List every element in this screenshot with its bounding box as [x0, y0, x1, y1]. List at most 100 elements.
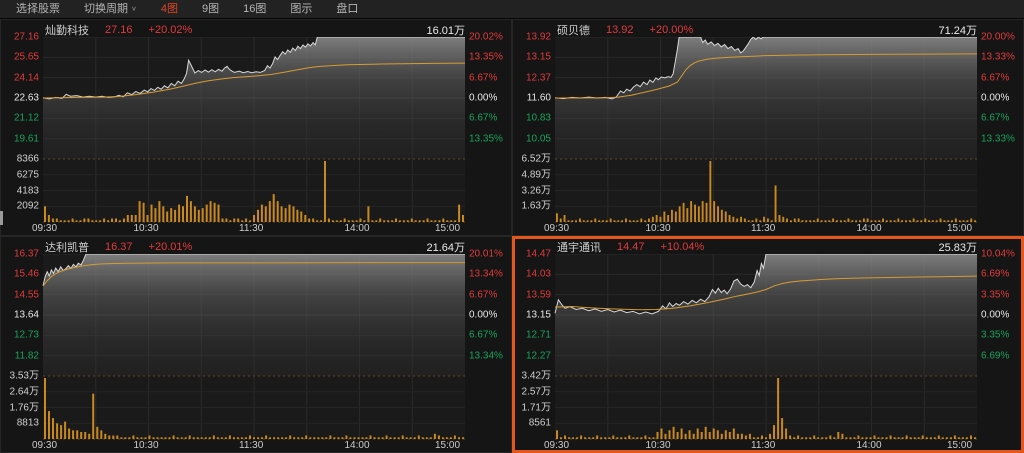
- menu-bar: 选择股票 切换周期 ∨ 4图 9图 16图 图示 盘口: [0, 0, 1024, 19]
- stock-price: 13.92: [606, 23, 634, 36]
- menu-item-label: 切换周期: [84, 3, 128, 15]
- time-axis-label: 15:00: [947, 223, 973, 234]
- price-axis-label: 13.15: [525, 51, 551, 63]
- panel-header: 灿勤科技 27.16 +20.02% 16.01万: [1, 20, 511, 37]
- stock-panel-1[interactable]: 灿勤科技 27.16 +20.02% 16.01万 27.16 25.65 24.1…: [0, 19, 512, 236]
- price-axis-label: 13.92: [525, 31, 551, 43]
- chart-area[interactable]: 13.92 13.15 12.37 11.60 10.83 10.05 20.00% 13.3…: [513, 32, 1023, 235]
- pct-axis-label: 0.00%: [469, 309, 498, 321]
- volume-axis-label: 1.71万: [521, 402, 551, 413]
- menu-item-6[interactable]: 图示: [278, 0, 324, 18]
- price-axis-label: 12.73: [13, 329, 39, 341]
- menu-item-5[interactable]: 16图: [231, 0, 278, 18]
- volume-axis-label: 3.42万: [521, 370, 551, 382]
- volume-axis-label: 3.53万: [9, 370, 39, 382]
- time-axis-label: 15:00: [435, 223, 461, 234]
- stock-name: 灿勤科技: [45, 24, 89, 37]
- stock-name: 通宇通讯: [557, 241, 601, 254]
- scrollbar-thumb[interactable]: [0, 211, 3, 225]
- price-axis-label: 25.65: [13, 51, 39, 63]
- time-axis-label: 14:00: [856, 440, 882, 451]
- price-axis-label: 12.27: [525, 350, 551, 362]
- pct-axis-label: 0.00%: [981, 92, 1010, 104]
- stock-price: 14.47: [617, 240, 645, 253]
- stock-panel-3[interactable]: 达利凯普 16.37 +20.01% 21.64万 16.37 15.46 14.5…: [0, 236, 512, 453]
- time-axis-label: 10:30: [645, 440, 671, 451]
- menu-item-label: 图示: [290, 3, 313, 15]
- time-axis-label: 14:00: [344, 223, 370, 234]
- menu-item-7[interactable]: 盘口: [324, 0, 370, 18]
- pct-axis-label: 13.35%: [469, 51, 503, 63]
- price-axis-label: 16.37: [13, 248, 39, 260]
- volume-axis-label: 8561: [528, 417, 551, 429]
- time-axis-label: 11:30: [751, 223, 776, 234]
- price-axis-label: 15.46: [13, 268, 39, 280]
- menu-item-4[interactable]: 9图: [190, 0, 231, 18]
- total-volume: 25.83万: [938, 241, 977, 254]
- chart-area[interactable]: 14.47 14.03 13.59 13.15 12.71 12.27 10.04% 6.69…: [513, 249, 1023, 452]
- menu-item-3[interactable]: 4图: [149, 0, 190, 18]
- stock-price: 16.37: [105, 240, 133, 253]
- price-axis-label: 10.05: [525, 133, 551, 145]
- pct-axis-label: 6.67%: [981, 72, 1010, 84]
- time-axis-label: 09:30: [544, 223, 570, 234]
- menu-item-label: 选择股票: [16, 3, 60, 15]
- chart-area[interactable]: 16.37 15.46 14.55 13.64 12.73 11.82 20.01% 13.3…: [1, 249, 511, 452]
- stock-change-percent: +10.04%: [660, 240, 705, 253]
- volume-axis-label: 2.57万: [521, 386, 551, 398]
- time-axis-label: 10:30: [645, 223, 671, 234]
- time-axis-label: 09:30: [544, 440, 570, 451]
- menu-item-2[interactable]: 切换周期 ∨: [72, 0, 149, 18]
- volume-axis-label: 8366: [16, 153, 39, 165]
- stock-name: 硕贝德: [557, 24, 590, 37]
- time-axis-label: 11:30: [239, 440, 264, 451]
- menu-item-label: 9图: [201, 3, 220, 15]
- time-axis-label: 15:00: [947, 440, 973, 451]
- pct-axis-label: 10.04%: [981, 248, 1015, 260]
- time-axis-label: 11:30: [751, 440, 776, 451]
- pct-axis-label: 0.00%: [469, 92, 498, 104]
- price-axis-label: 19.61: [13, 133, 39, 145]
- price-axis-label: 14.03: [525, 268, 551, 280]
- chevron-down-icon: ∨: [131, 5, 137, 13]
- total-volume: 21.64万: [426, 241, 465, 254]
- chart-area[interactable]: 27.16 25.65 24.14 22.63 21.12 19.61 20.02% 13.3…: [1, 32, 511, 235]
- volume-axis-label: 4.89万: [521, 169, 551, 181]
- pct-axis-label: 6.67%: [469, 289, 498, 301]
- price-axis-label: 22.63: [13, 92, 39, 104]
- price-axis-label: 24.14: [13, 72, 39, 84]
- stock-change-percent: +20.02%: [148, 23, 193, 36]
- volume-axis-label: 2.64万: [9, 386, 39, 398]
- volume-axis-label: 4183: [16, 185, 39, 196]
- pct-axis-label: 20.02%: [469, 31, 503, 43]
- pct-axis-label: 13.33%: [981, 133, 1015, 145]
- price-axis-label: 14.55: [13, 289, 39, 301]
- pct-axis-label: 6.69%: [981, 268, 1010, 280]
- menu-item-label: 16图: [243, 3, 267, 15]
- time-axis-label: 11:30: [239, 223, 264, 234]
- volume-axis-label: 1.76万: [9, 402, 39, 413]
- pct-axis-label: 6.67%: [981, 112, 1010, 124]
- price-axis-label: 11.82: [14, 350, 39, 362]
- pct-axis-label: 6.67%: [469, 112, 498, 124]
- time-axis-label: 15:00: [435, 440, 461, 451]
- total-volume: 71.24万: [938, 24, 977, 37]
- stock-change-percent: +20.01%: [148, 240, 193, 253]
- stock-change-percent: +20.00%: [649, 23, 694, 36]
- price-axis-label: 11.60: [526, 92, 551, 104]
- pct-axis-label: 20.00%: [981, 31, 1015, 43]
- price-axis-label: 13.64: [13, 309, 39, 321]
- stock-panel-2[interactable]: 硕贝德 13.92 +20.00% 71.24万 13.92 13.15 12.37…: [512, 19, 1024, 236]
- menu-item-1[interactable]: 选择股票: [4, 0, 72, 18]
- pct-axis-label: 6.67%: [469, 72, 498, 84]
- price-axis-label: 14.47: [525, 248, 551, 260]
- panel-header: 达利凯普 16.37 +20.01% 21.64万: [1, 237, 511, 254]
- menu-item-label: 4图: [160, 3, 178, 15]
- time-axis-label: 10:30: [133, 440, 159, 451]
- volume-axis-label: 8813: [16, 417, 39, 429]
- stock-panel-4[interactable]: 通宇通讯 14.47 +10.04% 25.83万 14.47 14.03 13.5…: [512, 236, 1024, 453]
- stock-name: 达利凯普: [45, 241, 89, 254]
- time-axis-label: 14:00: [856, 223, 882, 234]
- pct-axis-label: 13.34%: [469, 350, 503, 362]
- pct-axis-label: 6.69%: [981, 350, 1010, 362]
